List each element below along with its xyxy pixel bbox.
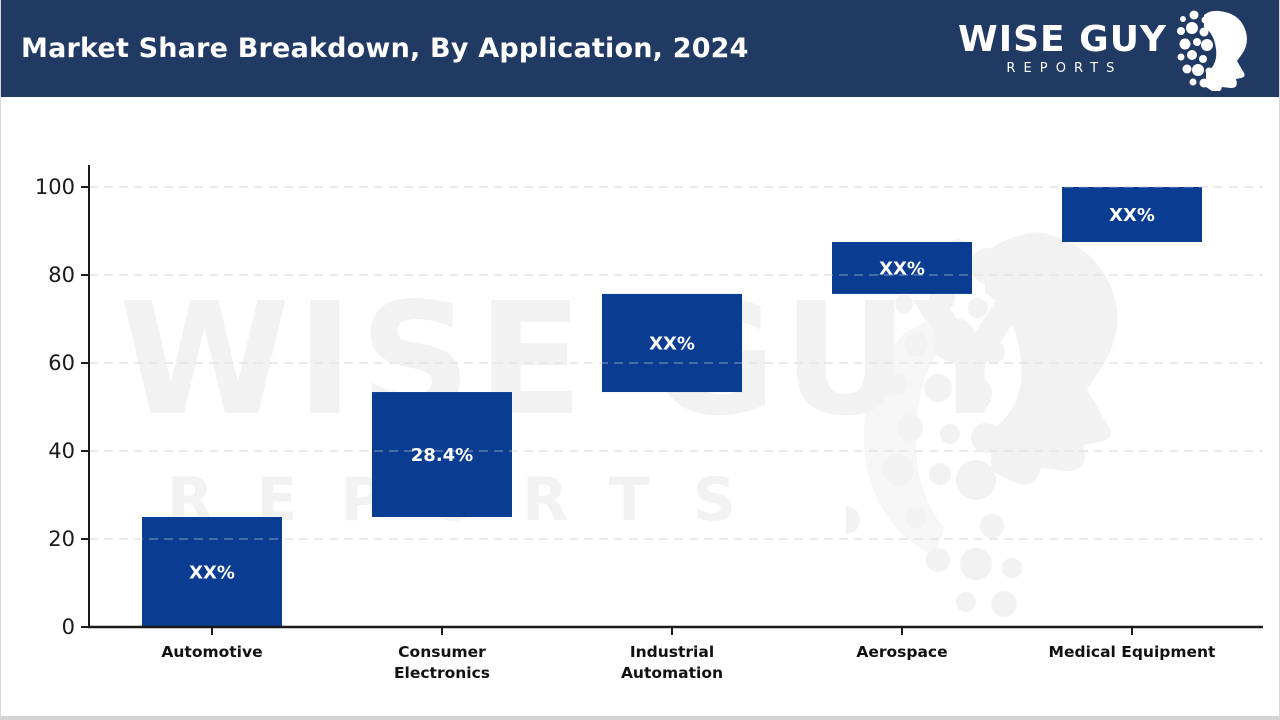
bar [602,293,742,393]
y-tick-label: 80 [48,263,75,287]
brand-logo: WISE GUY REPORTS [958,7,1251,91]
logo-subtext: REPORTS [1006,61,1123,76]
bar-value-label: XX% [879,258,925,279]
x-tick-label: Aerospace [856,643,947,661]
x-tick-label: Medical Equipment [1049,643,1217,661]
x-tick-label: Automotive [161,643,262,661]
bar-value-label: XX% [649,333,695,354]
y-tick-label: 20 [48,527,75,551]
x-tick-label: Consumer [398,643,486,661]
bar [142,517,282,627]
logo-name: WISE GUY [957,19,1167,60]
chart-area: WISE GUY REPORTS XX%28.4%XX%XX%XX%020406… [1,97,1279,716]
page-title: Market Share Breakdown, By Application, … [21,33,749,64]
y-tick-label: 100 [35,175,75,199]
x-tick-label: Electronics [394,664,490,682]
x-tick-label: Industrial [630,643,714,661]
bar-value-label: XX% [1109,205,1155,226]
logo-wordmark: WISE GUY REPORTS [957,19,1167,76]
waterfall-chart: XX% 28.4% XX% XX% XX% 0 20 40 60 80 100 Automotive C… [35,165,1263,682]
y-tick-label: 40 [48,439,75,463]
y-tick-label: 0 [62,615,75,639]
x-tick-label: Automation [621,664,723,682]
header: Market Share Breakdown, By Application, … [1,0,1279,97]
bar-value-label: XX% [189,563,235,584]
bar-value-label: 28.4% [411,445,473,466]
y-tick-label: 60 [48,351,75,375]
logo-head-icon [1177,10,1247,91]
bar [372,392,512,517]
